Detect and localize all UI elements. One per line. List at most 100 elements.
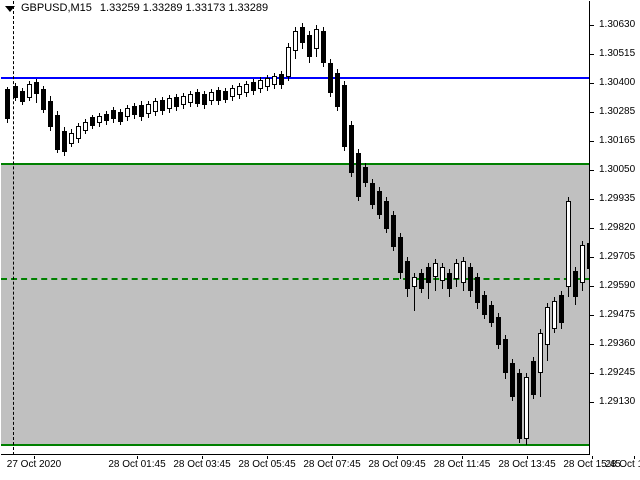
candle-body-bear — [363, 167, 368, 183]
price-tick — [590, 344, 594, 345]
candle-body-bear — [573, 271, 578, 297]
candle-body-bear — [489, 305, 494, 323]
candle-body-bull — [314, 29, 319, 49]
price-tick — [590, 257, 594, 258]
candle-body-bull — [83, 122, 88, 131]
price-tick — [590, 315, 594, 316]
price-tick — [590, 228, 594, 229]
time-tick-label: 28 Oct 01:45 — [108, 459, 166, 470]
price-tick-label: 1.29820 — [599, 222, 636, 233]
time-tick — [634, 456, 635, 459]
time-tick — [267, 456, 268, 459]
candle-body-bear — [370, 183, 375, 205]
candle-body-bull — [69, 133, 74, 144]
level-line-zone-bottom[interactable] — [1, 444, 589, 446]
candle-body-bear — [5, 89, 10, 119]
candle-body-bull — [580, 245, 585, 283]
time-tick — [202, 456, 203, 459]
candle-body-bear — [90, 117, 95, 126]
candle-body-bull — [146, 104, 151, 114]
price-zone-rectangle — [1, 165, 589, 444]
price-tick — [590, 170, 594, 171]
level-line-resistance[interactable] — [1, 77, 589, 79]
price-tick-label: 1.29590 — [599, 280, 636, 291]
candle-body-bear — [517, 373, 522, 439]
candle-body-bear — [356, 153, 361, 197]
price-tick — [590, 199, 594, 200]
candle-body-bear — [202, 94, 207, 105]
candle-body-bear — [391, 215, 396, 247]
level-line-zone-top[interactable] — [1, 163, 589, 165]
candle-body-bull — [97, 116, 102, 123]
candle-body-bear — [279, 74, 284, 85]
time-tick — [527, 456, 528, 459]
candle-body-bear — [139, 105, 144, 117]
candle-body-bull — [76, 126, 81, 139]
chevron-down-icon[interactable] — [5, 5, 15, 12]
price-tick-label: 1.29360 — [599, 338, 636, 349]
price-tick — [590, 373, 594, 374]
candle-body-bear — [251, 82, 256, 91]
candle-body-bear — [405, 261, 410, 289]
candle-body-bear — [13, 86, 18, 98]
price-tick — [590, 83, 594, 84]
price-tick-label: 1.30285 — [599, 106, 636, 117]
candle-body-bull — [293, 31, 298, 51]
candle-body-bear — [531, 361, 536, 395]
price-tick-label: 1.30515 — [599, 48, 636, 59]
candle-body-bear — [398, 237, 403, 273]
candle-body-bull — [237, 86, 242, 95]
candle-body-bull — [181, 96, 186, 105]
chart-plot-area[interactable] — [1, 1, 590, 455]
time-tick — [397, 456, 398, 459]
candle-body-bear — [587, 243, 589, 269]
symbol-period-label: GBPUSD,M15 — [21, 2, 92, 14]
candle-body-bull — [552, 301, 557, 329]
candle-body-bear — [195, 92, 200, 104]
candle-body-bear — [503, 339, 508, 373]
candle-body-bear — [104, 114, 109, 121]
candle-body-bull — [454, 263, 459, 279]
candle-body-bear — [132, 106, 137, 115]
time-tick-label: 28 Oct 17:45 — [605, 459, 640, 470]
candle-body-bull — [412, 277, 417, 287]
candle-body-bear — [223, 91, 228, 100]
candle-body-bear — [216, 90, 221, 101]
candle-body-bull — [153, 101, 158, 112]
candle-body-bull — [461, 261, 466, 283]
candle-body-bear — [447, 273, 452, 289]
time-axis[interactable]: 27 Oct 2020 28 Oct 01:45 28 Oct 03:45 28 Oc… — [0, 456, 640, 480]
candle-body-bear — [426, 267, 431, 283]
candle-body-bear — [328, 63, 333, 93]
candle-body-bull — [125, 108, 130, 117]
time-tick-label: 28 Oct 15:45 — [563, 459, 621, 470]
candle-body-bear — [510, 363, 515, 397]
candle-body-bull — [244, 84, 249, 93]
candle-body-bear — [342, 85, 347, 147]
time-tick-label: 28 Oct 09:45 — [368, 459, 426, 470]
time-tick — [462, 456, 463, 459]
time-tick-label: 28 Oct 05:45 — [238, 459, 296, 470]
candle-wick — [414, 273, 415, 311]
candle-body-bear — [55, 115, 60, 150]
candle-body-bear — [419, 273, 424, 289]
time-tick — [592, 456, 593, 459]
price-tick-label: 1.30165 — [599, 135, 636, 146]
candle-body-bear — [321, 31, 326, 63]
price-tick-label: 1.29130 — [599, 396, 636, 407]
candle-body-bull — [188, 94, 193, 103]
level-line-midline[interactable] — [1, 278, 589, 280]
period-separator-line — [13, 1, 14, 454]
candle-body-bull — [566, 201, 571, 287]
candle-body-bear — [160, 100, 165, 111]
candle-body-bull — [209, 92, 214, 101]
price-tick-label: 1.29935 — [599, 193, 636, 204]
candle-body-bear — [335, 73, 340, 107]
price-tick-label: 1.30400 — [599, 77, 636, 88]
price-axis[interactable]: 1.30630 1.30515 1.30400 1.30285 1.30165 1.300… — [590, 0, 640, 456]
candle-body-bear — [62, 131, 67, 152]
chart-header: GBPUSD,M15 1.33259 1.33289 1.33173 1.332… — [0, 0, 268, 16]
candle-body-bear — [118, 112, 123, 122]
time-tick — [332, 456, 333, 459]
